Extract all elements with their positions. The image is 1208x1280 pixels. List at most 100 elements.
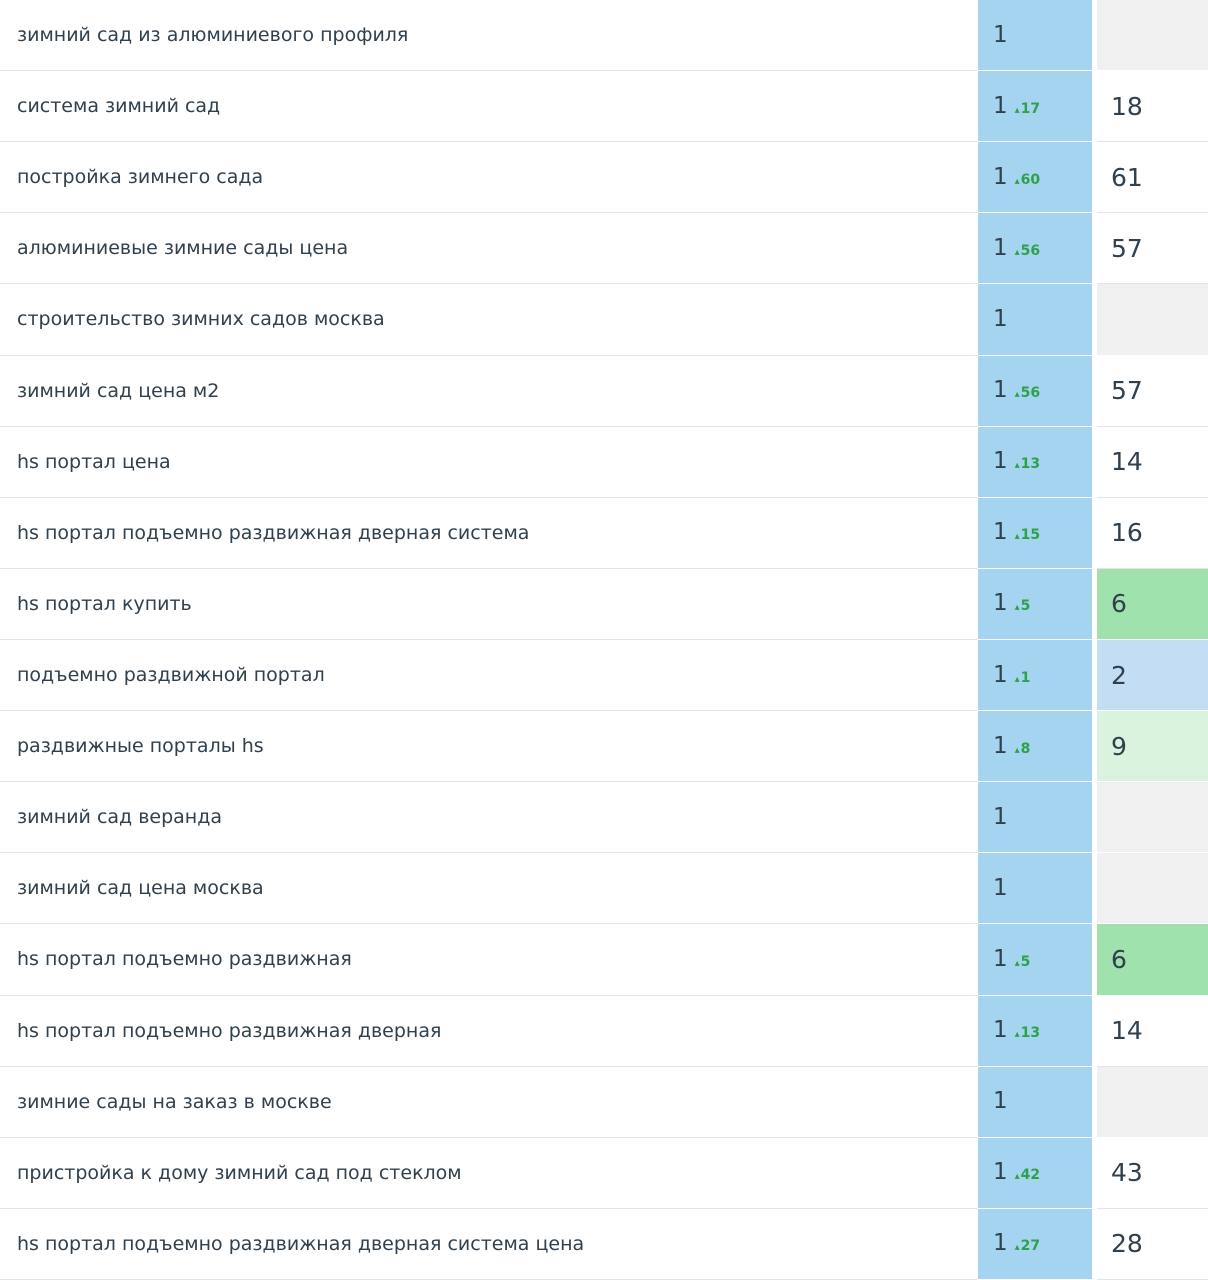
current-position-value: 1	[993, 1017, 1008, 1044]
keyword-cell[interactable]: раздвижные порталы hs	[0, 711, 978, 783]
current-position-cell[interactable]: 1	[978, 782, 1092, 854]
previous-position-cell[interactable]: 18	[1097, 71, 1208, 143]
previous-position-cell[interactable]: 9	[1097, 711, 1208, 783]
current-position-cell[interactable]: 1 ▴ 13	[978, 426, 1092, 498]
previous-position-value: 61	[1111, 162, 1143, 192]
column-divider	[1092, 497, 1097, 569]
current-position-cell[interactable]: 1 ▴ 15	[978, 497, 1092, 569]
keyword-text: алюминиевые зимние сады цена	[17, 237, 349, 260]
table-row[interactable]: зимний сад цена м2 1 ▴ 56 57	[0, 355, 1208, 427]
previous-position-value: 28	[1111, 1229, 1143, 1259]
table-row[interactable]: алюминиевые зимние сады цена 1 ▴ 56 57	[0, 213, 1208, 285]
current-position-cell[interactable]: 1	[978, 284, 1092, 356]
keyword-cell[interactable]: hs портал подъемно раздвижная дверная си…	[0, 497, 978, 569]
previous-position-value: 14	[1111, 1016, 1143, 1046]
current-position-cell[interactable]: 1	[978, 0, 1092, 72]
previous-position-cell[interactable]: 2	[1097, 639, 1208, 712]
keyword-text: зимние сады на заказ в москве	[17, 1090, 332, 1113]
table-row[interactable]: hs портал подъемно раздвижная дверная 1 …	[0, 995, 1208, 1067]
previous-position-cell[interactable]: 61	[1097, 142, 1208, 214]
table-row[interactable]: зимний сад веранда 1	[0, 782, 1208, 854]
keyword-cell[interactable]: постройка зимнего сада	[0, 142, 978, 214]
keyword-cell[interactable]: hs портал подъемно раздвижная дверная	[0, 995, 978, 1067]
column-divider	[1092, 639, 1097, 712]
position-delta-value: 56	[1020, 385, 1041, 402]
current-position-cell[interactable]: 1 ▴ 60	[978, 142, 1092, 214]
keyword-cell[interactable]: зимний сад из алюминиевого профиля	[0, 0, 978, 72]
position-delta: ▴ 5	[1015, 598, 1031, 614]
table-row[interactable]: пристройка к дому зимний сад под стеклом…	[0, 1137, 1208, 1209]
current-position-cell[interactable]: 1 ▴ 56	[978, 355, 1092, 427]
keyword-cell[interactable]: алюминиевые зимние сады цена	[0, 213, 978, 285]
table-row[interactable]: зимние сады на заказ в москве 1	[0, 1066, 1208, 1138]
position-delta: ▴ 13	[1015, 456, 1041, 472]
keyword-cell[interactable]: зимний сад веранда	[0, 782, 978, 854]
previous-position-cell[interactable]: 6	[1097, 924, 1208, 996]
current-position-value: 1	[993, 945, 1008, 972]
position-delta: ▴ 56	[1015, 243, 1041, 259]
current-position-cell[interactable]: 1 ▴ 8	[978, 711, 1092, 783]
column-divider	[1092, 1137, 1097, 1209]
previous-position-cell[interactable]: 57	[1097, 355, 1208, 427]
table-row[interactable]: зимний сад цена москва 1	[0, 853, 1208, 925]
table-row[interactable]: зимний сад из алюминиевого профиля 1	[0, 0, 1208, 72]
previous-position-cell[interactable]: 14	[1097, 995, 1208, 1067]
keyword-cell[interactable]: зимний сад цена м2	[0, 355, 978, 427]
keyword-text: постройка зимнего сада	[17, 166, 264, 189]
current-position-cell[interactable]: 1 ▴ 5	[978, 924, 1092, 996]
table-row[interactable]: постройка зимнего сада 1 ▴ 60 61	[0, 142, 1208, 214]
keyword-cell[interactable]: строительство зимних садов москва	[0, 284, 978, 356]
keyword-cell[interactable]: hs портал цена	[0, 426, 978, 498]
keyword-cell[interactable]: система зимний сад	[0, 71, 978, 143]
previous-position-cell[interactable]: 28	[1097, 1208, 1208, 1280]
previous-position-cell[interactable]	[1097, 1066, 1208, 1138]
keyword-text: система зимний сад	[17, 95, 221, 118]
position-delta-value: 5	[1020, 953, 1031, 970]
previous-position-cell[interactable]: 57	[1097, 213, 1208, 285]
previous-position-cell[interactable]: 6	[1097, 568, 1208, 640]
current-position-cell[interactable]: 1	[978, 853, 1092, 925]
keyword-text: пристройка к дому зимний сад под стеклом	[17, 1161, 462, 1184]
previous-position-cell[interactable]	[1097, 853, 1208, 925]
current-position-cell[interactable]: 1 ▴ 17	[978, 71, 1092, 143]
table-row[interactable]: hs портал цена 1 ▴ 13 14	[0, 426, 1208, 498]
current-position-cell[interactable]: 1 ▴ 1	[978, 639, 1092, 712]
current-position-cell[interactable]: 1	[978, 1066, 1092, 1138]
keyword-cell[interactable]: пристройка к дому зимний сад под стеклом	[0, 1137, 978, 1209]
table-row[interactable]: раздвижные порталы hs 1 ▴ 8 9	[0, 711, 1208, 783]
current-position-cell[interactable]: 1 ▴ 13	[978, 995, 1092, 1067]
keyword-text: hs портал подъемно раздвижная дверная си…	[17, 1232, 585, 1255]
up-arrow-icon: ▴	[1014, 1242, 1020, 1254]
previous-position-cell[interactable]	[1097, 782, 1208, 854]
keyword-cell[interactable]: зимние сады на заказ в москве	[0, 1066, 978, 1138]
keyword-cell[interactable]: hs портал подъемно раздвижная дверная си…	[0, 1208, 978, 1280]
previous-position-cell[interactable]: 43	[1097, 1137, 1208, 1209]
table-row[interactable]: подъемно раздвижной портал 1 ▴ 1 2	[0, 639, 1208, 712]
previous-position-cell[interactable]: 14	[1097, 426, 1208, 498]
current-position-cell[interactable]: 1 ▴ 56	[978, 213, 1092, 285]
table-row[interactable]: hs портал подъемно раздвижная дверная си…	[0, 497, 1208, 569]
previous-position-cell[interactable]	[1097, 0, 1208, 72]
column-divider	[1092, 853, 1097, 925]
table-row[interactable]: hs портал подъемно раздвижная 1 ▴ 5 6	[0, 924, 1208, 996]
table-row[interactable]: hs портал купить 1 ▴ 5 6	[0, 568, 1208, 640]
keyword-cell[interactable]: hs портал подъемно раздвижная	[0, 924, 978, 996]
current-position-cell[interactable]: 1 ▴ 42	[978, 1137, 1092, 1209]
current-position-cell[interactable]: 1 ▴ 5	[978, 568, 1092, 640]
table-row[interactable]: hs портал подъемно раздвижная дверная си…	[0, 1208, 1208, 1280]
current-position-value: 1	[993, 519, 1008, 546]
current-position-value: 1	[993, 661, 1008, 688]
keyword-cell[interactable]: подъемно раздвижной портал	[0, 639, 978, 712]
position-delta-value: 8	[1020, 740, 1031, 757]
current-position-cell[interactable]: 1 ▴ 27	[978, 1208, 1092, 1280]
keyword-cell[interactable]: зимний сад цена москва	[0, 853, 978, 925]
position-delta-value: 17	[1020, 100, 1041, 117]
previous-position-cell[interactable]	[1097, 284, 1208, 356]
previous-position-cell[interactable]: 16	[1097, 497, 1208, 569]
previous-position-value: 57	[1111, 233, 1143, 263]
position-delta: ▴ 17	[1015, 101, 1041, 117]
table-row[interactable]: система зимний сад 1 ▴ 17 18	[0, 71, 1208, 143]
keyword-cell[interactable]: hs портал купить	[0, 568, 978, 640]
table-row[interactable]: строительство зимних садов москва 1	[0, 284, 1208, 356]
current-position-value: 1	[993, 21, 1008, 48]
